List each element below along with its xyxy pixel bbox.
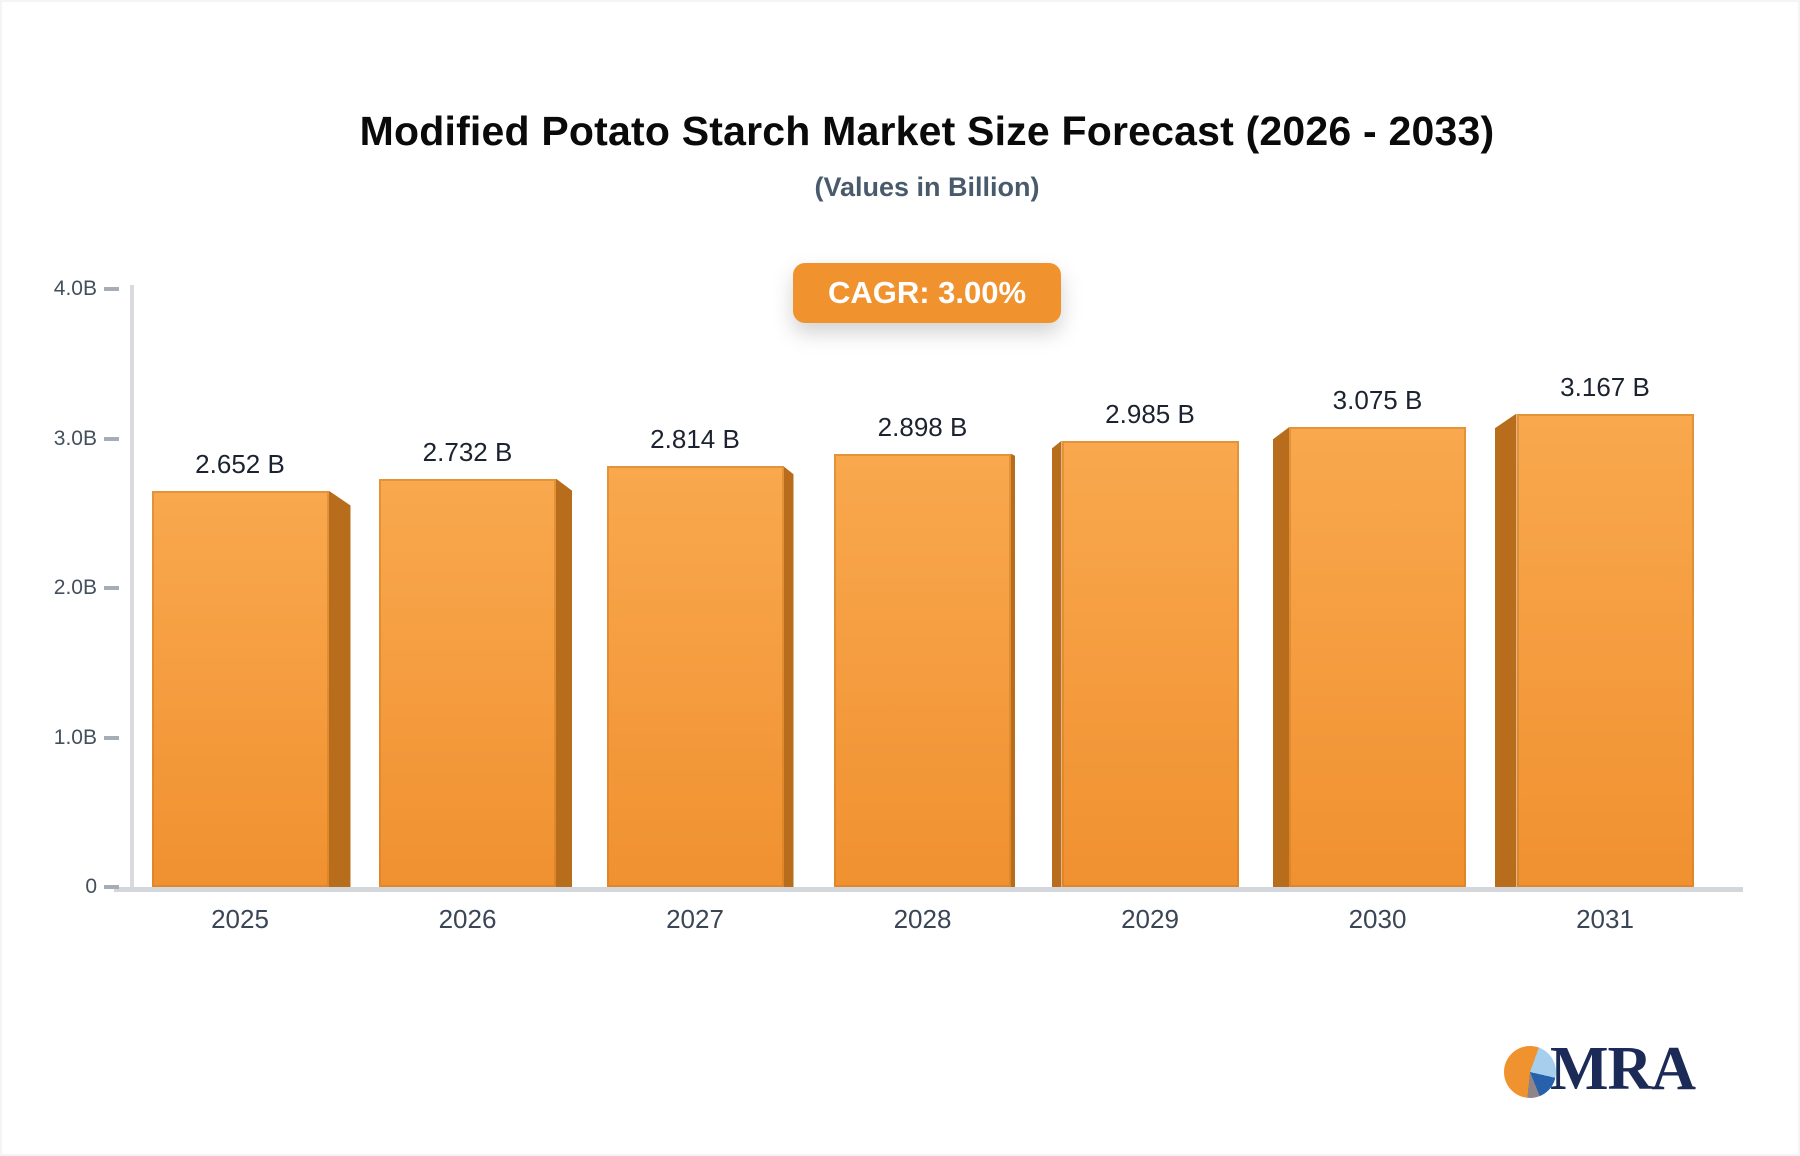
bar-3d-side xyxy=(1494,413,1517,887)
x-tick-label-2031: 2031 xyxy=(1576,904,1634,934)
bar-value-label: 2.652 B xyxy=(195,448,285,479)
bar-2030[interactable] xyxy=(1289,427,1466,887)
x-tick-label-2025: 2025 xyxy=(211,904,269,934)
chart-title: Modified Potato Starch Market Size Forec… xyxy=(359,108,1495,154)
x-tick-label-2029: 2029 xyxy=(1121,904,1179,934)
cagr-badge-wrap: CAGR: 3.00% xyxy=(112,263,1742,323)
bar-value-label: 2.732 B xyxy=(422,436,513,467)
y-tick-dash xyxy=(104,735,119,740)
y-tick-label: 2.0B xyxy=(53,576,97,599)
x-tick-label-2027: 2027 xyxy=(666,904,724,934)
y-tick-label: 4.0B xyxy=(53,277,97,300)
pie-chart-logo-icon xyxy=(1504,1046,1556,1098)
bar-3d-side xyxy=(783,466,794,887)
bar-2031[interactable] xyxy=(1516,413,1694,887)
y-axis-line xyxy=(130,285,134,892)
cagr-badge: CAGR: 3.00% xyxy=(792,263,1062,323)
x-tick-label-2028: 2028 xyxy=(893,904,952,934)
y-tick-dash xyxy=(104,885,119,889)
bar-2028[interactable] xyxy=(834,453,1011,887)
y-tick-label: 1.0B xyxy=(53,725,97,749)
bar-2025[interactable] xyxy=(151,490,329,887)
y-tick-label: 3.0B xyxy=(53,426,97,450)
bar-value-label: 3.167 B xyxy=(1560,371,1650,402)
y-tick-dash xyxy=(104,586,119,590)
y-tick-label: 0 xyxy=(85,875,97,898)
y-tick-dash xyxy=(104,436,119,441)
bar-3d-side xyxy=(1011,453,1015,887)
bar-value-label: 2.898 B xyxy=(877,411,968,442)
bar-2029[interactable] xyxy=(1061,440,1239,887)
logo-text: MRA xyxy=(1550,1035,1696,1103)
bar-2027[interactable] xyxy=(606,466,784,887)
chart-subtitle: (Values in Billion) xyxy=(814,172,1040,202)
bar-value-label: 2.814 B xyxy=(650,424,740,455)
bar-2026[interactable] xyxy=(379,478,556,887)
bar-3d-side xyxy=(556,478,572,887)
x-axis-baseline xyxy=(114,887,1743,892)
y-tick-dash xyxy=(104,287,119,291)
x-tick-label-2026: 2026 xyxy=(438,904,497,934)
bar-value-label: 2.985 B xyxy=(1105,398,1195,429)
bar-3d-side xyxy=(328,490,351,887)
x-tick-label-2030: 2030 xyxy=(1348,904,1407,934)
bar-3d-side xyxy=(1273,427,1289,887)
bar-value-label: 3.075 B xyxy=(1332,385,1423,416)
bar-3d-side xyxy=(1051,440,1062,887)
